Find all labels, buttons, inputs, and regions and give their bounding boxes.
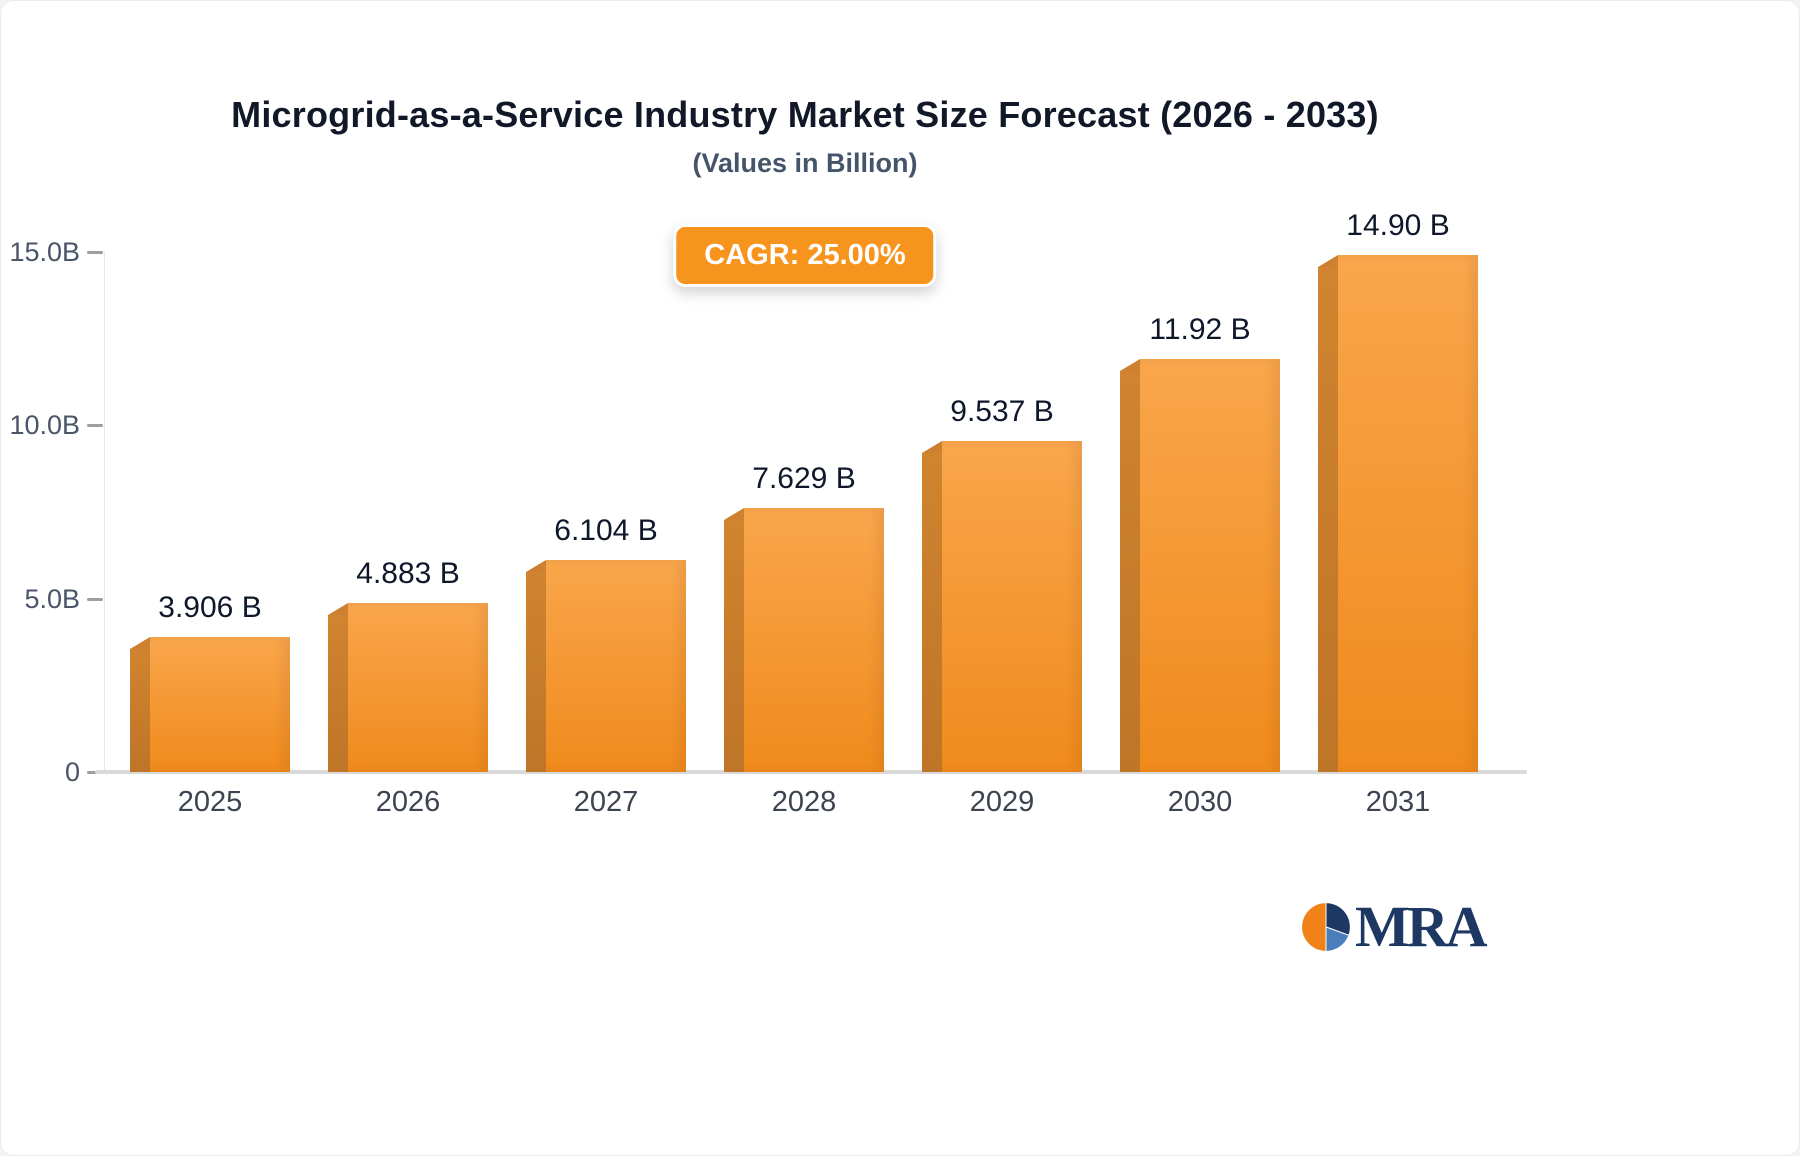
bar-front-face xyxy=(150,637,290,772)
bar-value-label: 4.883 B xyxy=(356,557,460,590)
bar-side-face xyxy=(922,453,942,772)
bar-front-face xyxy=(744,508,884,772)
bar-side-face xyxy=(130,649,150,772)
mra-logo-text: MRA xyxy=(1355,894,1488,959)
bar-value-label: 14.90 B xyxy=(1346,209,1450,242)
bar-front-face xyxy=(1338,255,1478,772)
bar-side-top-face xyxy=(1318,255,1338,267)
bar-value-label: 6.104 B xyxy=(554,514,658,547)
bar-side-top-face xyxy=(526,560,546,572)
x-axis-category-label: 2026 xyxy=(375,786,441,818)
x-axis-category-label: 2030 xyxy=(1167,786,1233,818)
bar-front-face xyxy=(942,441,1082,772)
y-axis-tick-label: 15.0B xyxy=(9,237,80,267)
bar-value-label: 9.537 B xyxy=(950,395,1054,428)
bar-side-face xyxy=(328,615,348,772)
mra-logo: MRA xyxy=(1300,894,1488,959)
bar-side-top-face xyxy=(130,637,150,649)
bar-value-label: 7.629 B xyxy=(752,462,856,495)
x-axis-category-label: 2025 xyxy=(177,786,243,818)
bar-2026 xyxy=(328,603,488,772)
bar-side-top-face xyxy=(724,508,744,520)
bar-value-label: 11.92 B xyxy=(1149,313,1251,346)
bar-front-face xyxy=(546,560,686,772)
y-axis-tick-label: 0 xyxy=(64,757,80,787)
bar-2030 xyxy=(1120,359,1280,772)
y-axis-line xyxy=(104,252,105,772)
mra-logo-icon xyxy=(1301,902,1351,952)
bar-front-face xyxy=(1140,359,1280,772)
bar-side-top-face xyxy=(328,603,348,615)
x-axis-category-label: 2028 xyxy=(771,786,837,818)
y-axis-tick-mark xyxy=(87,424,103,428)
cagr-badge: CAGR: 25.00% xyxy=(673,224,937,287)
bar-2031 xyxy=(1318,255,1478,772)
chart-title: Microgrid-as-a-Service Industry Market S… xyxy=(231,94,1379,135)
bar-value-label: 3.906 B xyxy=(158,591,262,624)
bar-2029 xyxy=(922,441,1082,772)
bar-side-face xyxy=(1318,267,1338,772)
y-axis-tick-label: 5.0B xyxy=(24,583,80,614)
x-axis-category-label: 2029 xyxy=(969,786,1035,818)
y-axis-tick-mark xyxy=(87,597,103,601)
bar-2028 xyxy=(724,508,884,772)
bar-side-face xyxy=(1120,371,1140,772)
bar-side-top-face xyxy=(922,441,942,453)
x-axis-category-label: 2027 xyxy=(573,786,639,818)
x-axis-baseline xyxy=(95,770,1527,774)
chart-subtitle: (Values in Billion) xyxy=(692,148,918,178)
bar-2025 xyxy=(130,637,290,772)
y-axis-tick-label: 10.0B xyxy=(9,410,80,441)
bar-2027 xyxy=(526,560,686,772)
bar-front-face xyxy=(348,603,488,772)
bar-side-face xyxy=(724,520,744,772)
bar-side-face xyxy=(526,572,546,772)
x-axis-category-label: 2031 xyxy=(1365,786,1431,818)
bar-side-top-face xyxy=(1120,359,1140,371)
y-axis-tick-mark xyxy=(87,251,103,254)
